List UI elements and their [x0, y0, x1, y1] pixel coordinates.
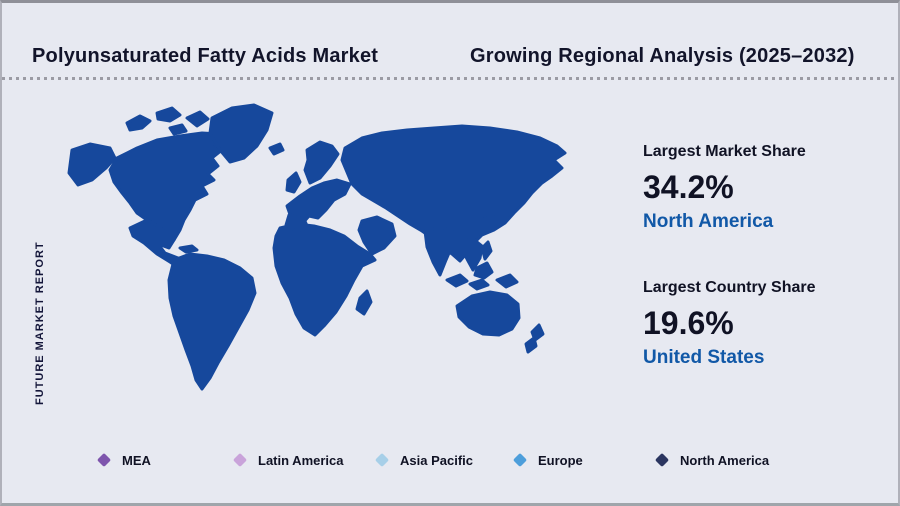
stat-region: United States: [643, 347, 765, 368]
world-map: [62, 88, 622, 438]
legend-marker-diamond: [512, 452, 528, 468]
legend-marker-diamond: [96, 452, 112, 468]
legend-marker-diamond: [374, 452, 390, 468]
legend-item-mea: MEA: [96, 451, 151, 469]
stat-value: 19.6%: [643, 305, 734, 341]
legend-label: MEA: [122, 452, 151, 468]
legend-item-asia-pacific: Asia Pacific: [374, 451, 473, 469]
legend-item-europe: Europe: [512, 451, 583, 469]
world-map-landmass: [67, 103, 567, 391]
legend-marker-diamond: [232, 452, 248, 468]
stats-panel: Largest Market Share 34.2% North America…: [643, 143, 893, 415]
brand-watermark: FUTURE MARKET REPORT: [34, 241, 46, 405]
stat-region: North America: [643, 211, 774, 232]
world-map-svg: [67, 103, 567, 391]
legend-label: Europe: [538, 452, 583, 468]
page-title: Polyunsaturated Fatty Acids Market: [32, 45, 379, 67]
legend-item-latin-america: Latin America: [232, 451, 344, 469]
legend-label: Latin America: [258, 452, 344, 468]
stat-value: 34.2%: [643, 169, 734, 205]
legend-label: North America: [680, 452, 770, 468]
stat-country-share: Largest Country Share 19.6% United State…: [643, 279, 893, 369]
stat-label: Largest Country Share: [643, 279, 816, 296]
page-subtitle: Growing Regional Analysis (2025–2032): [470, 45, 855, 67]
stat-market-share: Largest Market Share 34.2% North America: [643, 143, 893, 233]
legend-label: Asia Pacific: [400, 452, 473, 468]
dotted-divider: [2, 77, 898, 80]
legend-marker-diamond: [654, 452, 670, 468]
legend-item-north-america: North America: [654, 451, 770, 469]
stat-label: Largest Market Share: [643, 143, 806, 160]
